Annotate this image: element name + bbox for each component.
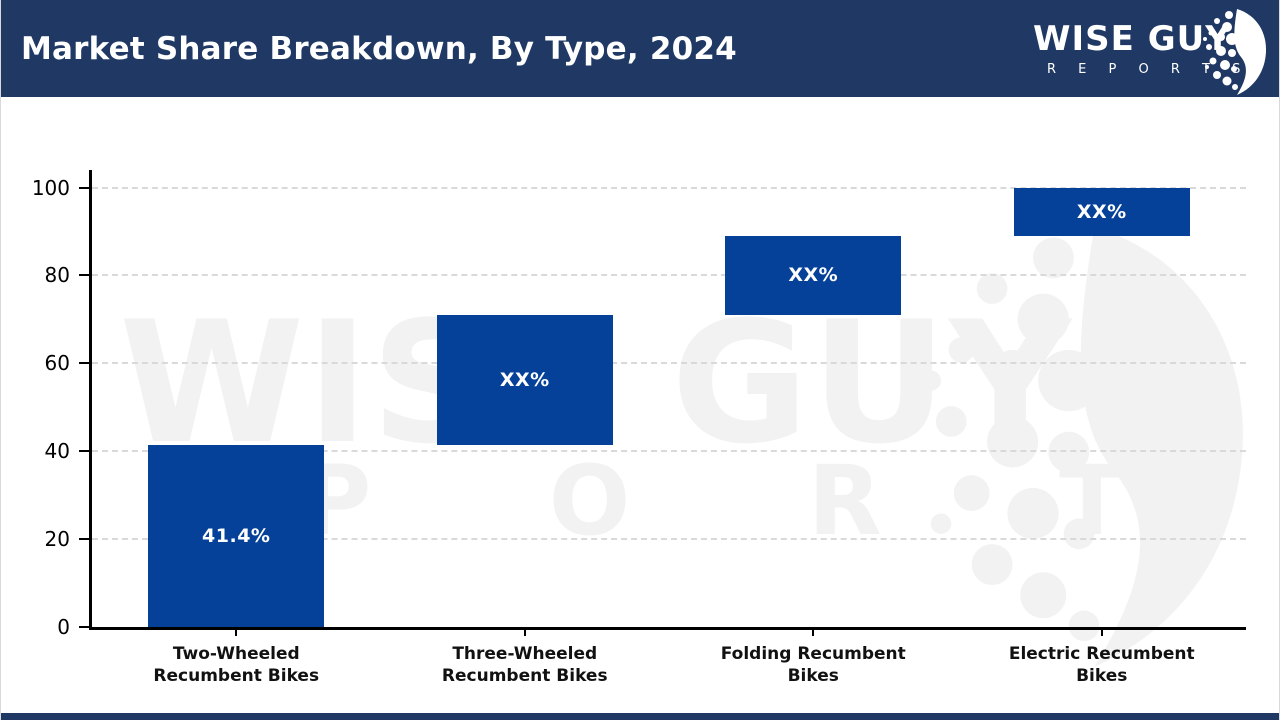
logo-sub-text: R E P O R T S <box>1047 62 1250 77</box>
x-category-label: Two-Wheeled Recumbent Bikes <box>153 644 320 686</box>
footer-accent-bar <box>1 713 1279 720</box>
grid-line-y60 <box>92 362 1246 365</box>
y-tick-label: 40 <box>44 439 70 464</box>
x-tick-mark <box>1100 627 1103 636</box>
y-tick-mark <box>79 626 89 628</box>
waterfall-bar <box>1013 187 1190 237</box>
header-bar: Market Share Breakdown, By Type, 2024 WI… <box>1 0 1279 97</box>
x-tick-mark <box>235 627 238 636</box>
y-tick-mark <box>79 538 89 541</box>
waterfall-bar <box>436 314 613 446</box>
dotted-face-icon <box>1203 9 1267 95</box>
x-tick-mark <box>523 627 526 636</box>
grid-line-y100 <box>92 186 1246 189</box>
x-tick-mark <box>812 627 815 636</box>
wise-guy-reports-logo: WISE GUY R E P O R T S <box>999 4 1271 95</box>
y-tick-label: 100 <box>31 175 70 200</box>
bar-value-label: XX% <box>788 264 839 287</box>
x-category-label: Folding Recumbent Bikes <box>720 644 906 686</box>
watermark-dotted-face-icon <box>920 227 1243 667</box>
logo-name-text: WISE GUY <box>1033 19 1231 59</box>
waterfall-bar <box>725 236 902 315</box>
bar-value-label: XX% <box>499 368 550 391</box>
y-tick-mark <box>79 450 89 453</box>
grid-line-y20 <box>92 538 1246 541</box>
grid-line-y40 <box>92 450 1246 453</box>
y-tick-label: 20 <box>44 527 70 552</box>
bar-value-label: 41.4% <box>202 525 271 548</box>
page-title: Market Share Breakdown, By Type, 2024 <box>21 30 737 67</box>
waterfall-bar <box>148 445 325 627</box>
y-tick-mark <box>79 274 89 277</box>
x-category-label: Electric Recumbent Bikes <box>1008 644 1195 686</box>
x-category-label: Three-Wheeled Recumbent Bikes <box>441 644 608 686</box>
y-tick-mark <box>79 186 89 189</box>
y-tick-label: 80 <box>44 263 70 288</box>
chart-area: WISE GUY P O R T S 02040608010041.4%Two-… <box>1 97 1279 713</box>
plot-region: 0 20 40 60 80 100 41.4% Two-Wheeled Recumbent B… <box>32 170 1246 686</box>
y-tick-label: 60 <box>44 351 70 376</box>
y-tick-mark <box>79 362 89 365</box>
y-tick-label: 0 <box>57 615 70 639</box>
grid-line-y80 <box>92 274 1246 277</box>
bar-value-label: XX% <box>1076 200 1127 223</box>
